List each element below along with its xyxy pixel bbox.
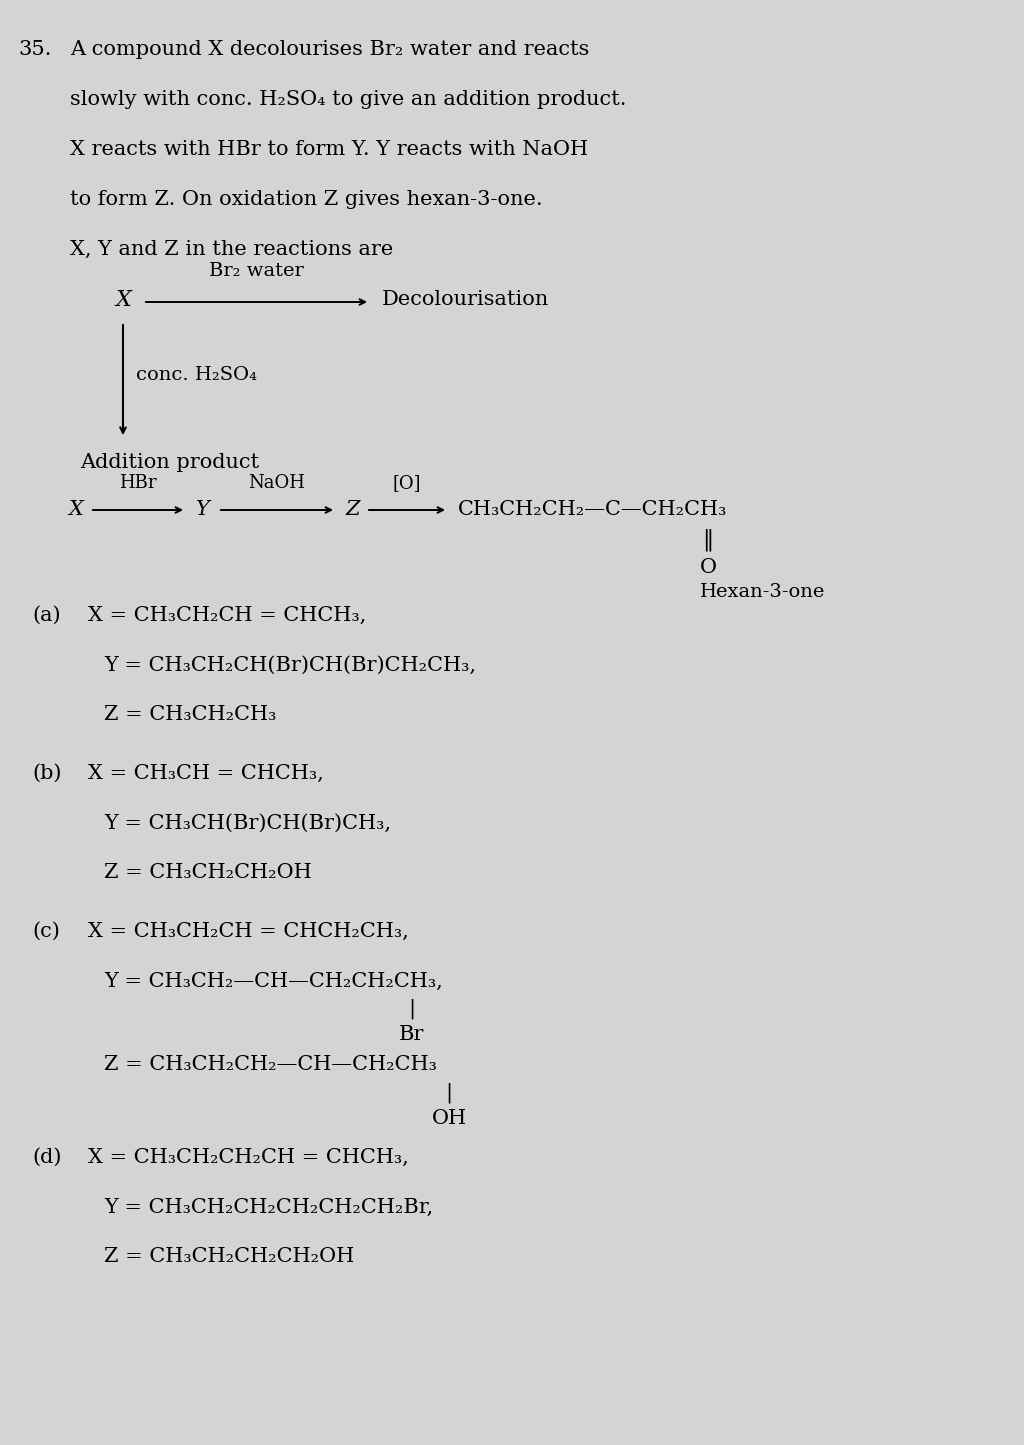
Text: Z = CH₃CH₂CH₂CH₂OH: Z = CH₃CH₂CH₂CH₂OH bbox=[104, 1247, 354, 1266]
Text: CH₃CH₂CH₂—C—CH₂CH₃: CH₃CH₂CH₂—C—CH₂CH₃ bbox=[458, 500, 727, 520]
Text: [O]: [O] bbox=[393, 474, 421, 491]
Text: |: | bbox=[445, 1082, 453, 1103]
Text: X = CH₃CH₂CH = CHCH₃,: X = CH₃CH₂CH = CHCH₃, bbox=[88, 605, 367, 624]
Text: Hexan-3-one: Hexan-3-one bbox=[700, 582, 825, 601]
Text: Y = CH₃CH(Br)CH(Br)CH₃,: Y = CH₃CH(Br)CH(Br)CH₃, bbox=[104, 814, 391, 832]
Text: ‖: ‖ bbox=[702, 529, 714, 551]
Text: Br₂ water: Br₂ water bbox=[209, 262, 304, 280]
Text: Z = CH₃CH₂CH₃: Z = CH₃CH₂CH₃ bbox=[104, 705, 276, 724]
Text: Z: Z bbox=[346, 500, 360, 520]
Text: O: O bbox=[699, 559, 717, 578]
Text: Decolourisation: Decolourisation bbox=[382, 290, 549, 309]
Text: NaOH: NaOH bbox=[249, 474, 305, 491]
Text: Y: Y bbox=[196, 500, 210, 520]
Text: Z = CH₃CH₂CH₂—CH—CH₂CH₃: Z = CH₃CH₂CH₂—CH—CH₂CH₃ bbox=[104, 1055, 437, 1075]
Text: Y = CH₃CH₂—CH—CH₂CH₂CH₃,: Y = CH₃CH₂—CH—CH₂CH₂CH₃, bbox=[104, 971, 442, 990]
Text: Addition product: Addition product bbox=[80, 452, 259, 473]
Text: (a): (a) bbox=[32, 605, 60, 624]
Text: HBr: HBr bbox=[119, 474, 157, 491]
Text: X reacts with HBr to form Y. Y reacts with NaOH: X reacts with HBr to form Y. Y reacts wi… bbox=[70, 140, 588, 159]
Text: X = CH₃CH₂CH₂CH = CHCH₃,: X = CH₃CH₂CH₂CH = CHCH₃, bbox=[88, 1147, 409, 1166]
Text: X, Y and Z in the reactions are: X, Y and Z in the reactions are bbox=[70, 240, 393, 259]
Text: Z = CH₃CH₂CH₂OH: Z = CH₃CH₂CH₂OH bbox=[104, 864, 311, 883]
Text: (b): (b) bbox=[32, 763, 61, 783]
Text: X: X bbox=[115, 289, 131, 311]
Text: Y = CH₃CH₂CH₂CH₂CH₂CH₂Br,: Y = CH₃CH₂CH₂CH₂CH₂CH₂Br, bbox=[104, 1198, 433, 1217]
Text: OH: OH bbox=[431, 1110, 467, 1129]
Text: |: | bbox=[409, 998, 416, 1019]
Text: conc. H₂SO₄: conc. H₂SO₄ bbox=[136, 366, 257, 384]
Text: Br: Br bbox=[399, 1026, 425, 1045]
Text: X = CH₃CH = CHCH₃,: X = CH₃CH = CHCH₃, bbox=[88, 763, 324, 783]
Text: X = CH₃CH₂CH = CHCH₂CH₃,: X = CH₃CH₂CH = CHCH₂CH₃, bbox=[88, 922, 409, 941]
Text: Y = CH₃CH₂CH(Br)CH(Br)CH₂CH₃,: Y = CH₃CH₂CH(Br)CH(Br)CH₂CH₃, bbox=[104, 656, 476, 675]
Text: (d): (d) bbox=[32, 1147, 61, 1166]
Text: to form Z. On oxidation Z gives hexan-3-one.: to form Z. On oxidation Z gives hexan-3-… bbox=[70, 189, 543, 210]
Text: (c): (c) bbox=[32, 922, 59, 941]
Text: A compound X decolourises Br₂ water and reacts: A compound X decolourises Br₂ water and … bbox=[70, 40, 590, 59]
Text: 35.: 35. bbox=[18, 40, 51, 59]
Text: slowly with conc. H₂SO₄ to give an addition product.: slowly with conc. H₂SO₄ to give an addit… bbox=[70, 90, 627, 108]
Text: X: X bbox=[68, 500, 83, 520]
